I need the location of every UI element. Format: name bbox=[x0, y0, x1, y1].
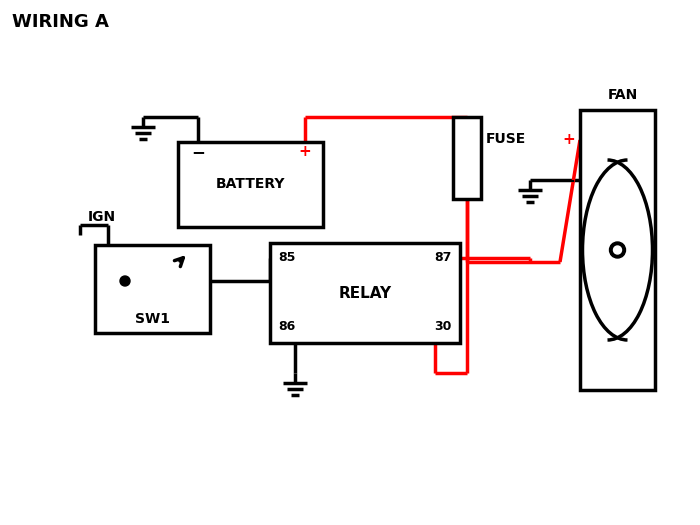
Bar bbox=[178, 142, 323, 227]
Text: +: + bbox=[299, 144, 312, 160]
Text: WIRING A: WIRING A bbox=[12, 13, 109, 31]
Text: 85: 85 bbox=[278, 251, 295, 264]
Text: FAN: FAN bbox=[608, 88, 638, 102]
Text: −: − bbox=[191, 143, 205, 161]
Text: 30: 30 bbox=[435, 320, 452, 333]
Text: 86: 86 bbox=[278, 320, 295, 333]
Text: RELAY: RELAY bbox=[338, 286, 391, 300]
Bar bbox=[270, 243, 460, 343]
Circle shape bbox=[613, 246, 622, 254]
Bar bbox=[95, 245, 210, 333]
Text: IGN: IGN bbox=[88, 210, 116, 224]
Text: BATTERY: BATTERY bbox=[216, 177, 286, 192]
Text: +: + bbox=[562, 132, 575, 148]
Circle shape bbox=[120, 276, 130, 286]
Text: −: − bbox=[561, 171, 575, 189]
Circle shape bbox=[610, 242, 626, 258]
Bar bbox=[453, 117, 481, 199]
Text: SW1: SW1 bbox=[135, 312, 170, 326]
Text: FUSE: FUSE bbox=[486, 132, 526, 146]
Text: 87: 87 bbox=[435, 251, 452, 264]
Bar bbox=[580, 110, 655, 390]
